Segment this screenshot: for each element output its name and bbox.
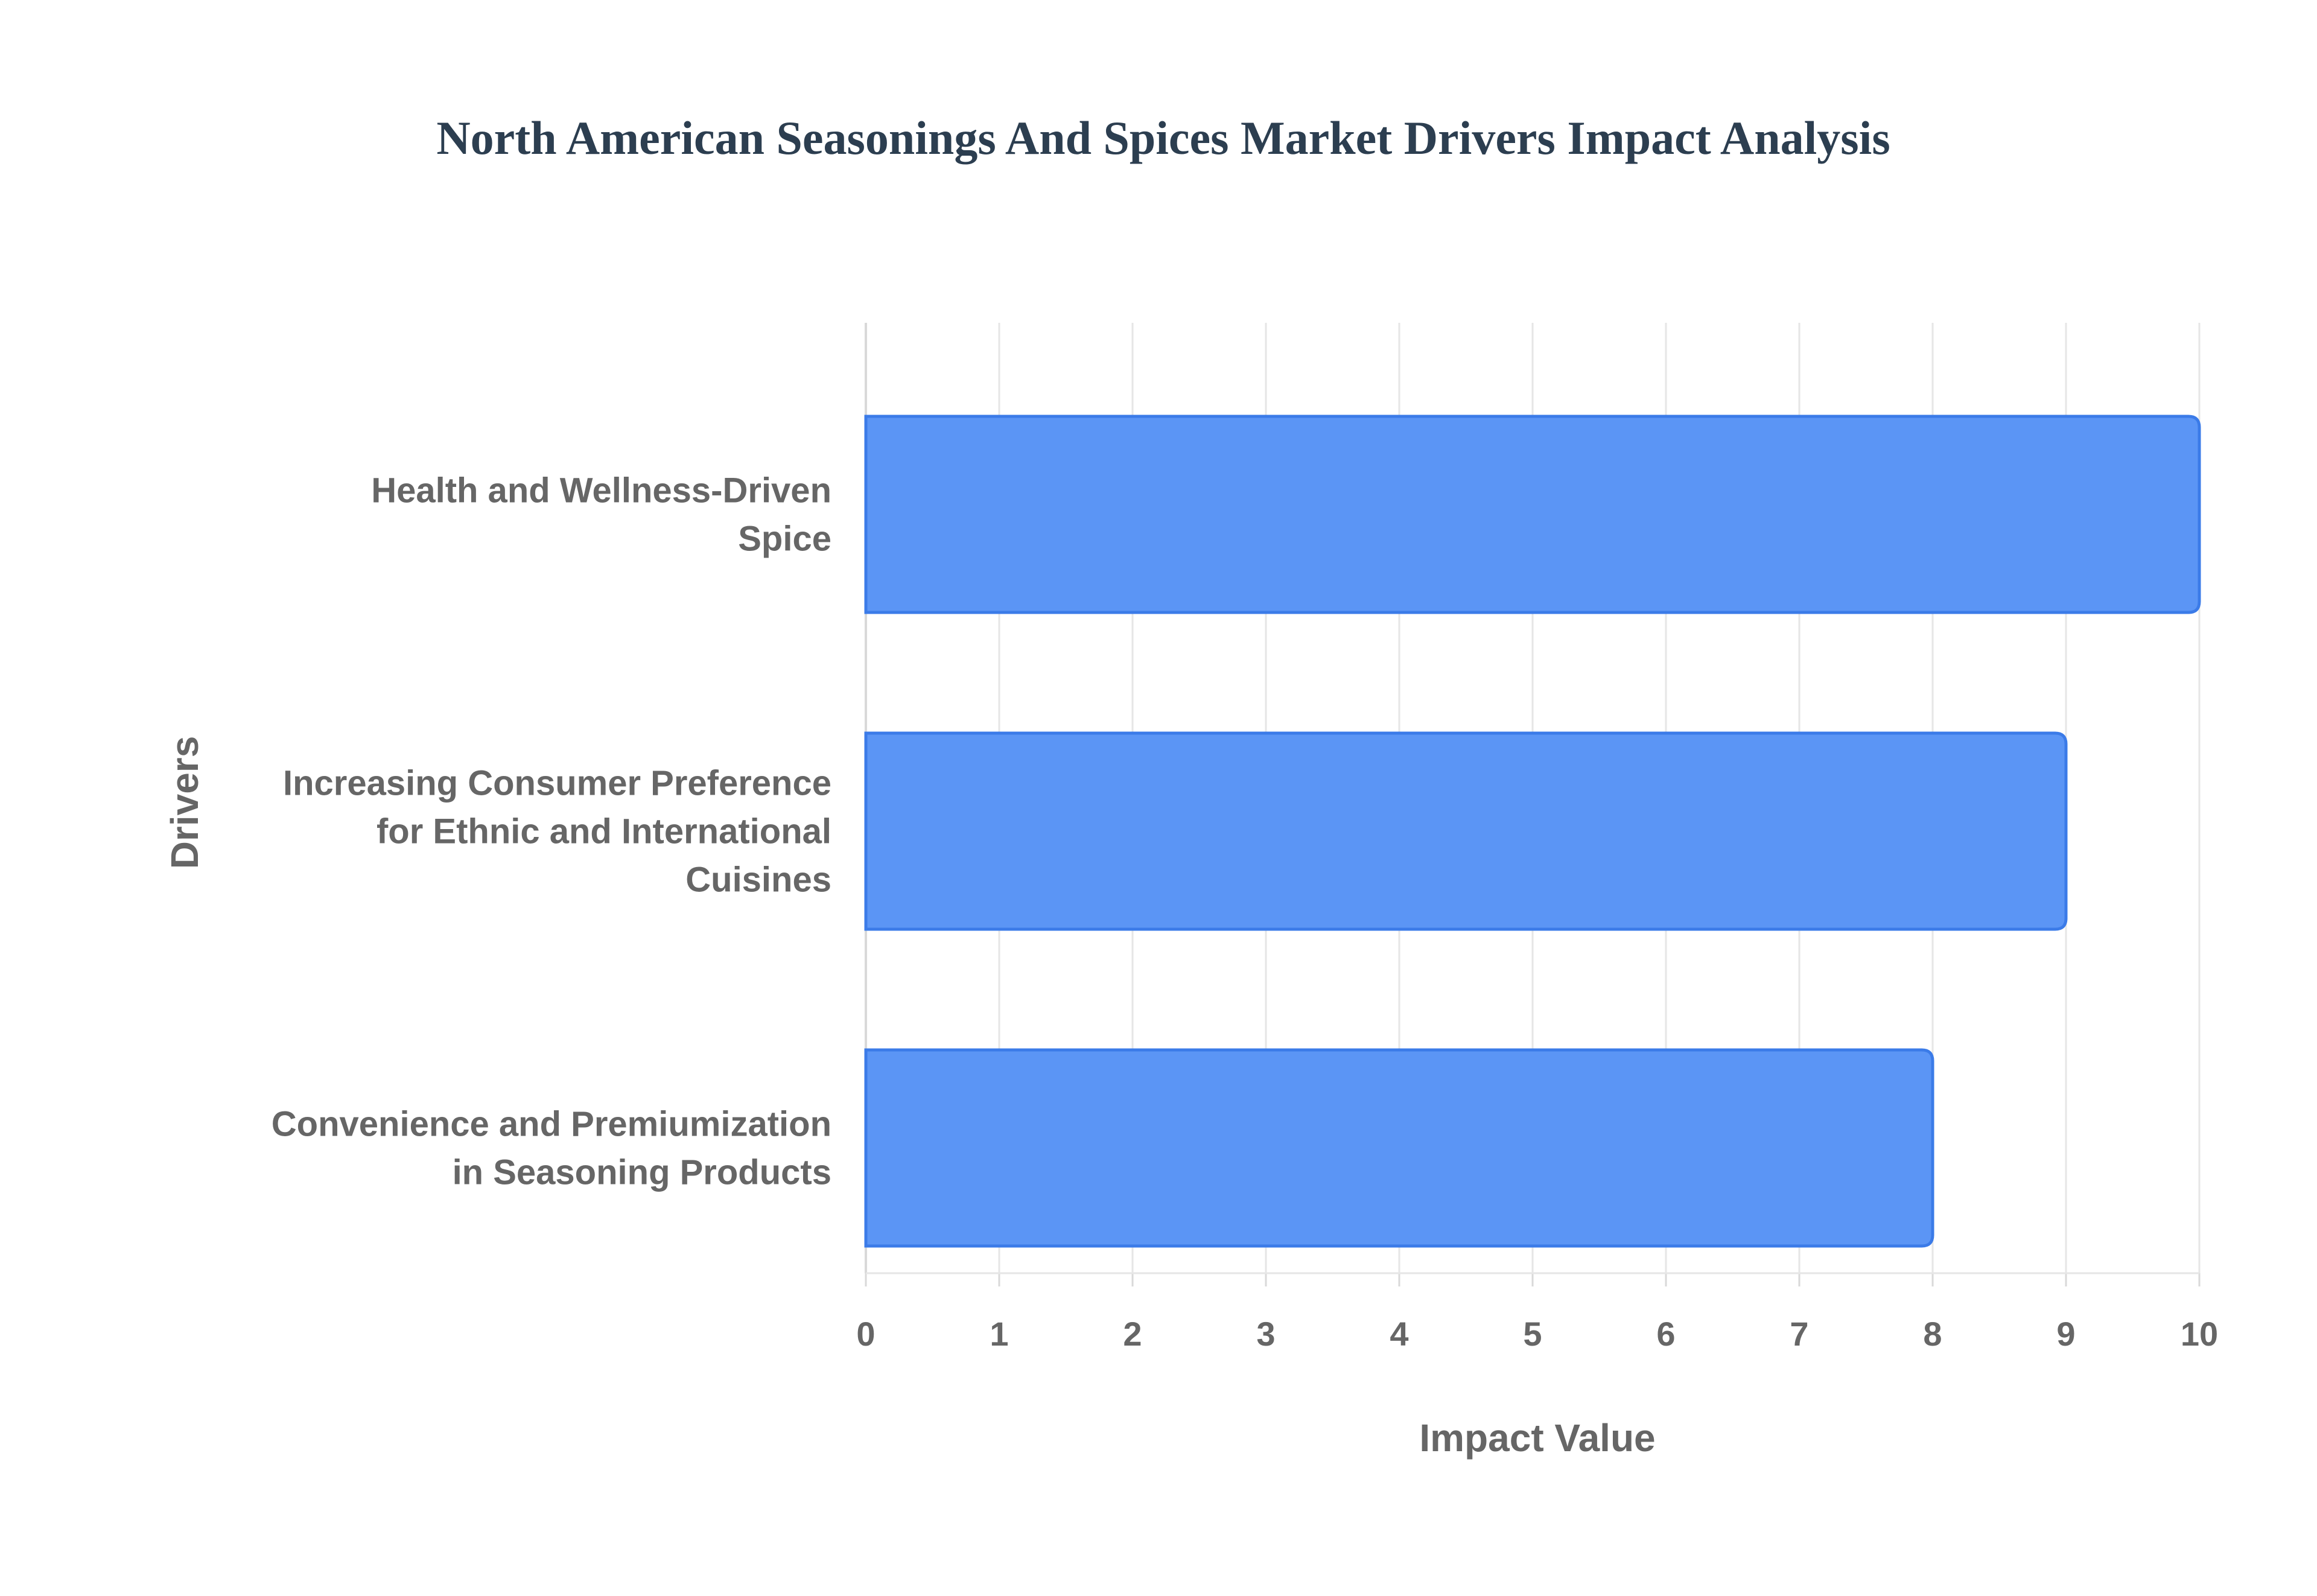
x-tick-label: 3 <box>1256 1315 1275 1353</box>
x-tick-label: 4 <box>1390 1315 1408 1353</box>
category-label: Increasing Consumer Preference for Ethnic… <box>283 764 831 900</box>
category-label-line: in Seasoning Products <box>453 1153 831 1192</box>
bars <box>864 415 2201 1248</box>
bar[interactable] <box>864 415 2201 614</box>
y-axis-title: Drivers <box>163 736 206 870</box>
x-axis-title: Impact Value <box>1419 1416 1655 1460</box>
category-label-line: Convenience and Premiumization <box>272 1105 831 1144</box>
category-label-line: Health and Wellness-Driven <box>371 471 831 510</box>
chart-title: North American Seasonings And Spices Mar… <box>436 112 1890 164</box>
category-label-line: Cuisines <box>685 860 831 900</box>
x-tick-label: 0 <box>856 1315 875 1353</box>
x-axis-ticks: 0 1 2 3 4 5 6 7 8 9 10 <box>856 1315 2218 1353</box>
bar[interactable] <box>864 1048 1934 1248</box>
category-label-line: Increasing Consumer Preference <box>283 764 831 803</box>
x-tick-label: 7 <box>1790 1315 1808 1353</box>
x-tick-label: 9 <box>2056 1315 2075 1353</box>
x-tick-label: 5 <box>1523 1315 1542 1353</box>
category-label: Health and Wellness-Driven Spice <box>371 471 831 559</box>
x-tick-label: 10 <box>2181 1315 2218 1353</box>
x-tick-label: 8 <box>1923 1315 1942 1353</box>
x-tick-label: 1 <box>990 1315 1008 1353</box>
category-label-line: for Ethnic and International <box>377 812 831 851</box>
category-label: Convenience and Premiumization in Seasoni… <box>272 1105 831 1192</box>
x-tick-label: 2 <box>1123 1315 1142 1353</box>
category-label-line: Spice <box>738 520 831 559</box>
y-axis-categories: Health and Wellness-Driven Spice Increasin… <box>272 471 831 1192</box>
bar[interactable] <box>864 731 2068 931</box>
x-tick-label: 6 <box>1656 1315 1675 1353</box>
